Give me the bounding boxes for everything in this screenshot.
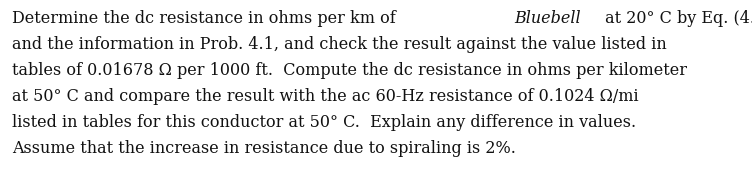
Text: Assume that the increase in resistance due to spiraling is 2%.: Assume that the increase in resistance d…: [12, 140, 516, 157]
Text: and the information in Prob. 4.1, and check the result against the value listed : and the information in Prob. 4.1, and ch…: [12, 36, 667, 53]
Text: tables of 0.01678 Ω per 1000 ft.  Compute the dc resistance in ohms per kilomete: tables of 0.01678 Ω per 1000 ft. Compute…: [12, 62, 687, 79]
Text: listed in tables for this conductor at 50° C.  Explain any difference in values.: listed in tables for this conductor at 5…: [12, 114, 636, 131]
Text: Bluebell: Bluebell: [514, 10, 581, 27]
Text: at 20° C by Eq. (4.2): at 20° C by Eq. (4.2): [600, 10, 752, 27]
Text: at 50° C and compare the result with the ac 60-Hz resistance of 0.1024 Ω/mi: at 50° C and compare the result with the…: [12, 88, 638, 105]
Text: Determine the dc resistance in ohms per km of: Determine the dc resistance in ohms per …: [12, 10, 401, 27]
